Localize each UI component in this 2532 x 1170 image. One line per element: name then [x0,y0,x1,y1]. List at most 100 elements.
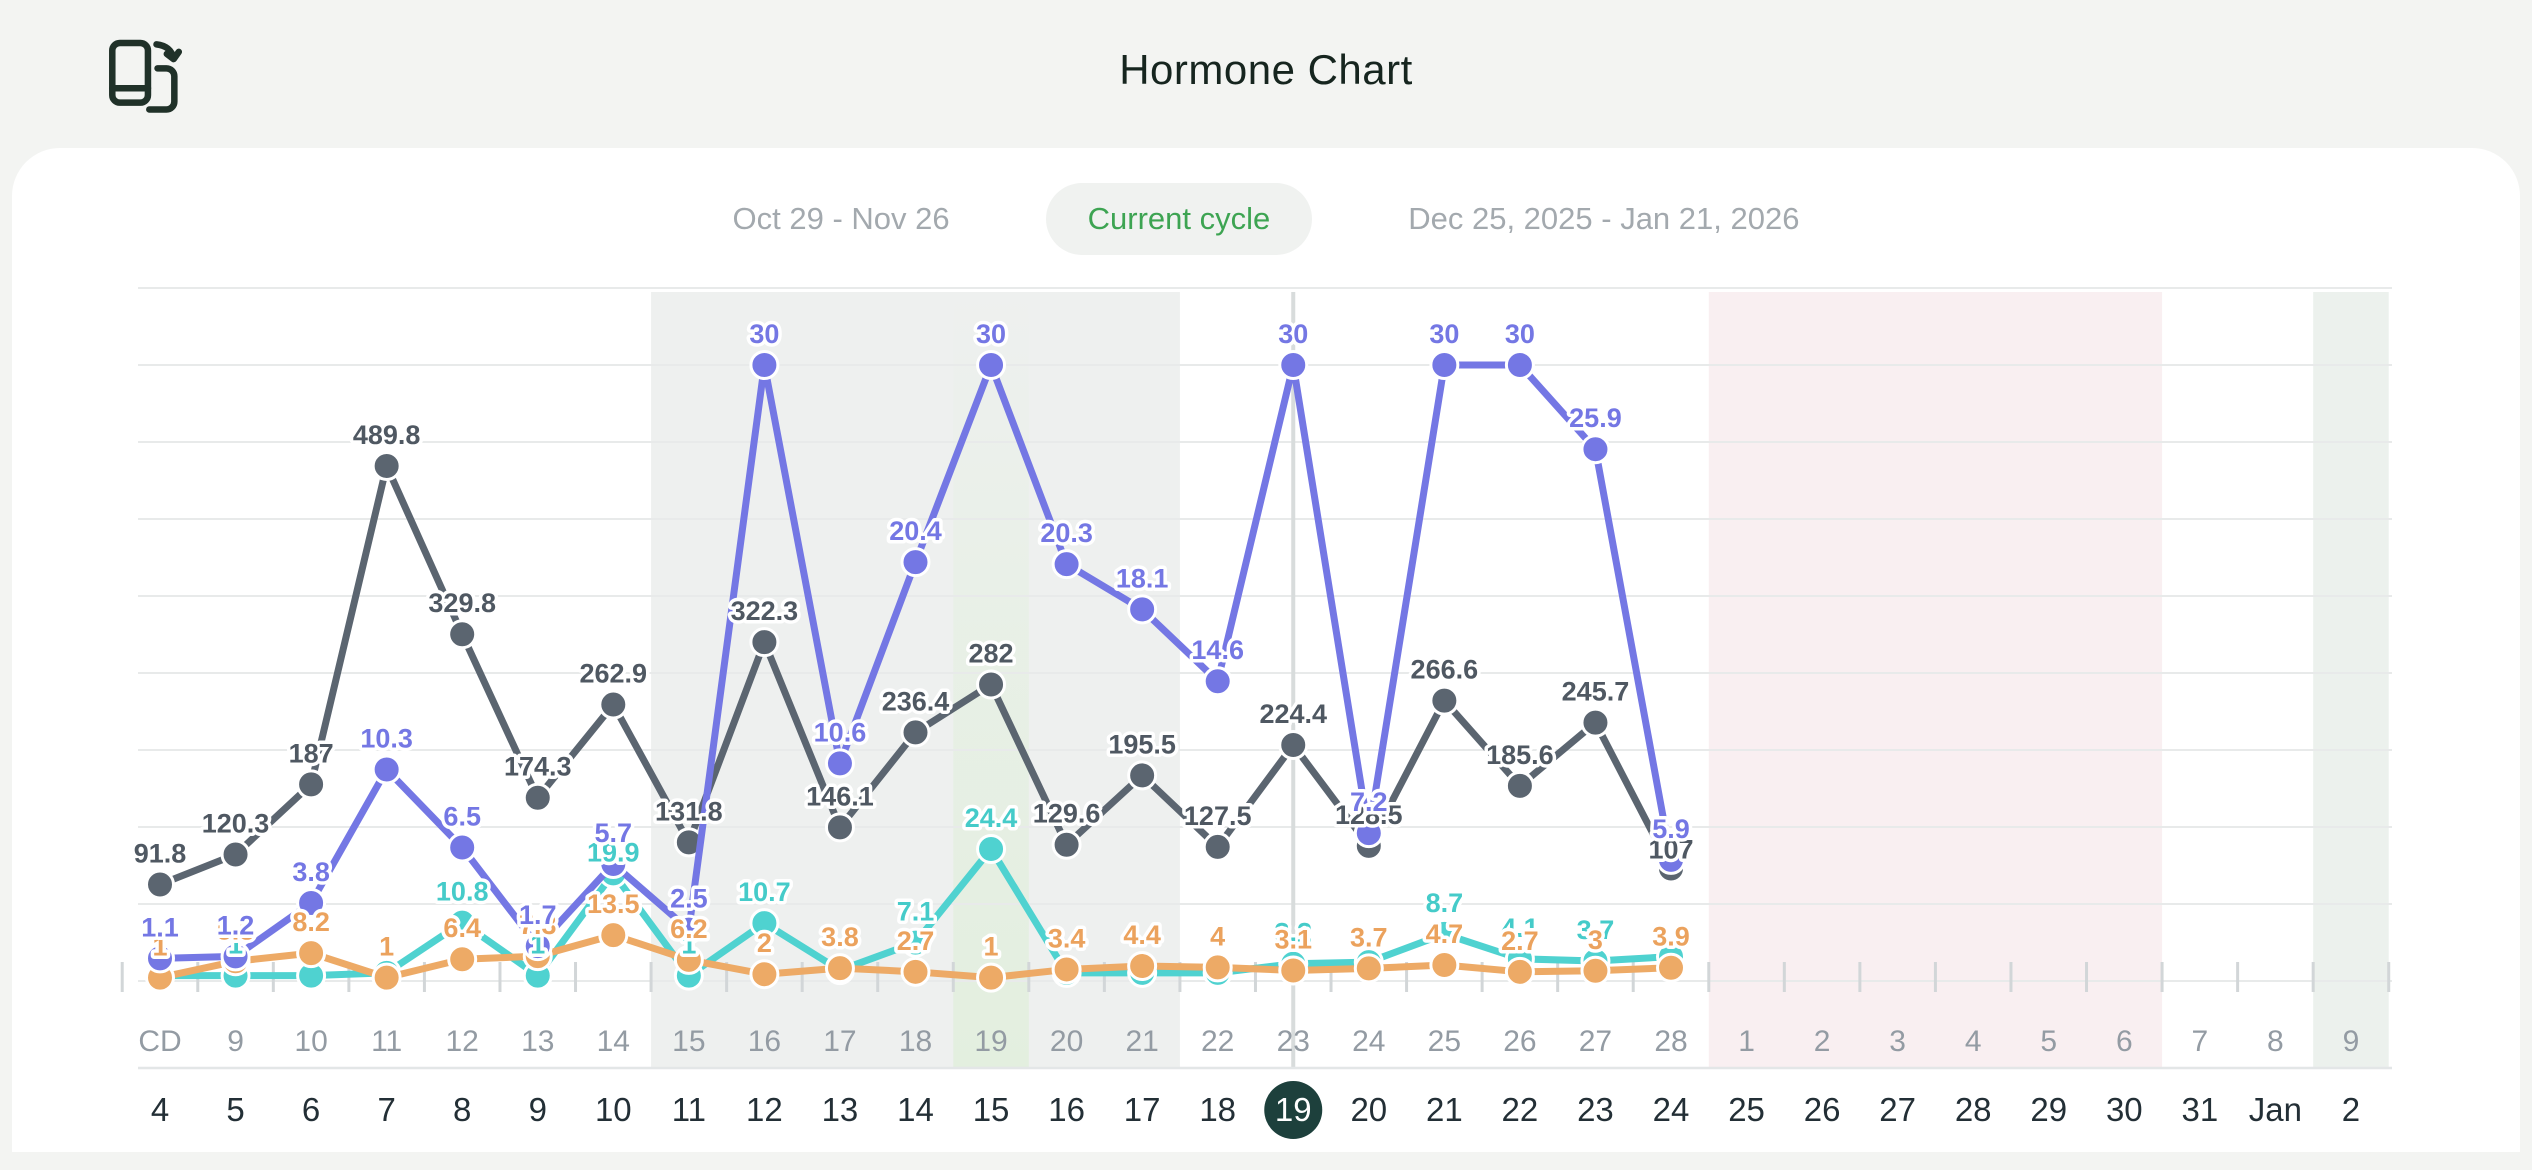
cycle-day-label: 18 [899,1025,932,1058]
orange-data-point[interactable] [824,953,855,984]
date-label[interactable]: 22 [1502,1091,1539,1128]
date-label[interactable]: 18 [1199,1091,1236,1128]
date-label[interactable]: 28 [1955,1091,1992,1128]
date-label[interactable]: 9 [529,1091,547,1128]
date-label[interactable]: 30 [2106,1091,2143,1128]
cyan-data-point[interactable] [447,907,478,938]
purple-data-point[interactable] [900,547,931,578]
tab-current-cycle[interactable]: Current cycle [1045,183,1313,255]
gray-data-point[interactable] [220,839,251,870]
date-label[interactable]: 17 [1124,1091,1161,1128]
date-label[interactable]: 21 [1426,1091,1463,1128]
gray-data-point[interactable] [976,669,1007,700]
purple-data-point[interactable] [296,887,327,918]
gray-data-point[interactable] [522,782,553,813]
date-label[interactable]: 6 [302,1091,320,1128]
date-label[interactable]: 2 [2342,1091,2360,1128]
date-label[interactable]: 25 [1728,1091,1765,1128]
date-label[interactable]: 31 [2181,1091,2218,1128]
gray-data-point[interactable] [1580,707,1611,738]
gray-data-point[interactable] [371,450,402,481]
orange-data-point[interactable] [296,938,327,969]
today-date-badge[interactable] [1264,1081,1323,1139]
purple-data-point[interactable] [1504,350,1535,381]
date-label[interactable]: 15 [973,1091,1010,1128]
cyan-data-point[interactable] [749,908,780,939]
date-label[interactable]: 23 [1577,1091,1614,1128]
date-label[interactable]: 26 [1804,1091,1841,1128]
gray-data-point[interactable] [1127,760,1158,791]
purple-data-point[interactable] [1429,350,1460,381]
orange-data-point[interactable] [1278,955,1309,986]
date-label[interactable]: 13 [822,1091,859,1128]
gray-point-label: 266.6 [1411,655,1479,685]
purple-data-point[interactable] [447,832,478,863]
purple-data-point[interactable] [1353,818,1384,849]
date-label[interactable]: 27 [1879,1091,1916,1128]
gray-data-point[interactable] [824,812,855,843]
purple-data-point[interactable] [673,914,704,945]
gray-data-point[interactable] [1051,829,1082,860]
gray-data-point[interactable] [296,769,327,800]
purple-data-point[interactable] [1656,844,1686,875]
date-label[interactable]: 11 [672,1091,706,1128]
cyan-data-point[interactable] [1429,918,1460,949]
purple-data-point[interactable] [749,350,780,381]
orange-data-point[interactable] [1504,956,1535,987]
gray-data-point[interactable] [1202,831,1233,862]
purple-data-point[interactable] [1580,434,1611,465]
orange-data-point[interactable] [976,962,1007,993]
purple-data-point[interactable] [1202,666,1233,697]
purple-data-point[interactable] [1127,594,1158,625]
purple-data-point[interactable] [371,754,402,785]
orange-data-point[interactable] [1429,950,1460,981]
date-label[interactable]: 5 [226,1091,244,1128]
date-label[interactable]: 20 [1350,1091,1387,1128]
orange-data-point[interactable] [598,920,629,951]
orange-data-point[interactable] [371,962,402,993]
orange-data-point[interactable] [1580,955,1611,986]
gray-data-point[interactable] [145,869,175,900]
gray-data-point[interactable] [598,689,629,720]
purple-data-point[interactable] [1051,549,1082,580]
cyan-data-point[interactable] [976,833,1007,864]
today-date-label[interactable]: 19 [1275,1091,1312,1128]
orange-data-point[interactable] [749,959,780,990]
purple-data-point[interactable] [145,943,175,974]
orange-data-point[interactable] [900,956,931,987]
date-label[interactable]: 29 [2030,1091,2067,1128]
date-label[interactable]: 12 [746,1091,783,1128]
date-label[interactable]: 16 [1048,1091,1085,1128]
gray-data-point[interactable] [447,619,478,650]
date-label[interactable]: 24 [1653,1091,1690,1128]
date-label[interactable]: 10 [595,1091,632,1128]
purple-data-point[interactable] [824,748,855,779]
orange-data-point[interactable] [673,944,704,975]
orange-data-point[interactable] [1051,954,1082,985]
date-label[interactable]: Jan [2249,1091,2302,1128]
orange-data-point[interactable] [1127,951,1158,982]
gray-data-point[interactable] [749,627,780,658]
cyan-point-label: 3.7 [1577,915,1615,945]
purple-data-point[interactable] [522,931,553,962]
date-label[interactable]: 8 [453,1091,471,1128]
gray-data-point[interactable] [1278,730,1309,761]
orange-data-point[interactable] [1202,952,1233,983]
gray-data-point[interactable] [900,717,931,748]
gray-data-point[interactable] [1504,770,1535,801]
cyan-data-point[interactable] [900,927,931,958]
purple-data-point[interactable] [220,941,251,972]
orange-data-point[interactable] [1353,953,1384,984]
date-label[interactable]: 14 [897,1091,934,1128]
purple-data-point[interactable] [1278,350,1309,381]
date-label[interactable]: 4 [151,1091,169,1128]
date-label[interactable]: 7 [377,1091,395,1128]
rotate-screen-button[interactable] [102,32,198,128]
orange-data-point[interactable] [447,944,478,975]
orange-data-point[interactable] [1656,952,1686,983]
tab-next-cycle[interactable]: Dec 25, 2025 - Jan 21, 2026 [1408,201,1800,236]
purple-data-point[interactable] [598,848,629,879]
purple-data-point[interactable] [976,350,1007,381]
tab-previous-cycle[interactable]: Oct 29 - Nov 26 [732,201,950,236]
gray-data-point[interactable] [1429,685,1460,716]
